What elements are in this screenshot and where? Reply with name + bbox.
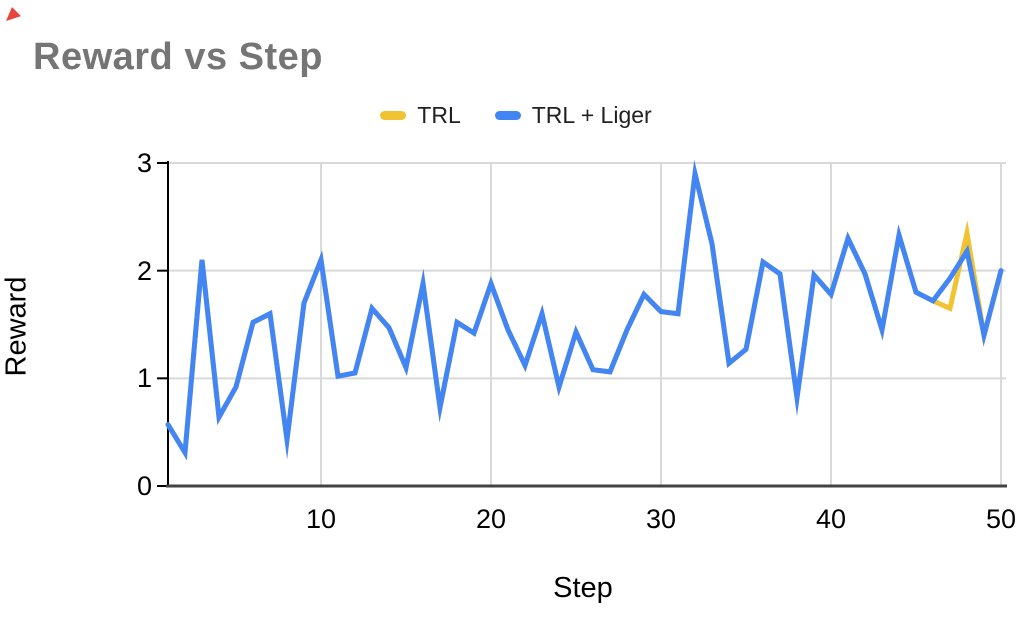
series-line-trl-liger <box>165 159 1004 461</box>
x-tick-label: 40 <box>815 504 847 534</box>
legend-item-trl-liger[interactable]: TRL + Liger <box>494 101 652 129</box>
legend-label-trl: TRL <box>417 101 461 128</box>
y-tick-label: 1 <box>136 363 152 394</box>
y-axis-title: Reward <box>0 276 33 377</box>
x-axis-title: Step <box>553 572 613 604</box>
legend-swatch-trl-liger-icon <box>494 110 521 120</box>
chart-title: Reward vs Step <box>33 36 323 78</box>
y-tick-label: 3 <box>136 148 152 178</box>
legend-label-trl-liger: TRL + Liger <box>531 101 652 128</box>
x-tick-label: 30 <box>645 504 677 534</box>
legend-swatch-trl-icon <box>380 110 407 120</box>
y-tick-label: 2 <box>136 255 152 286</box>
x-tick-label: 20 <box>475 504 507 534</box>
y-tick-label: 0 <box>136 471 152 501</box>
legend-item-trl[interactable]: TRL <box>380 101 461 129</box>
x-tick-label: 50 <box>985 504 1017 534</box>
x-tick-label: 10 <box>305 504 337 534</box>
chart-legend: TRL TRL + Liger <box>0 99 1032 131</box>
